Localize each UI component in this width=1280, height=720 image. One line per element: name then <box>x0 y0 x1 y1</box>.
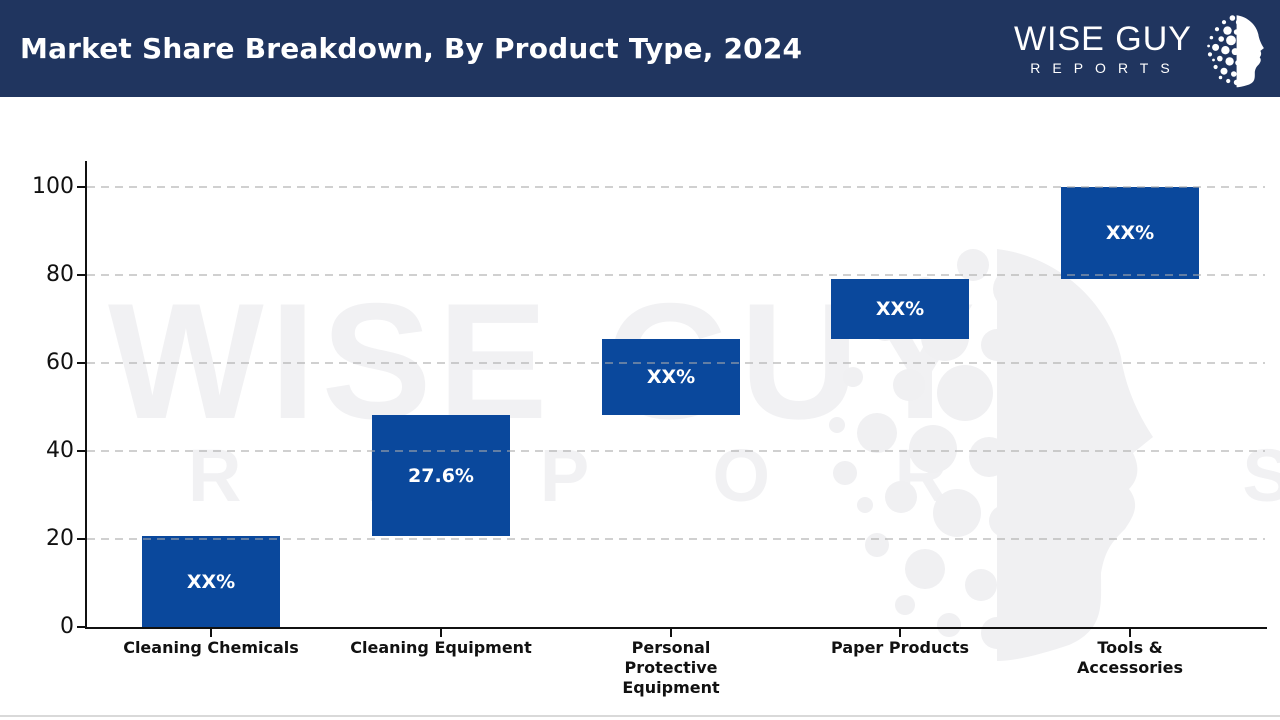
category-label-line: Cleaning Chemicals <box>123 638 299 657</box>
category-label-line: Personal <box>631 638 711 657</box>
bar-value-label: XX% <box>1105 221 1155 244</box>
gridline-40 <box>87 450 1265 452</box>
bar-value-label: XX% <box>875 297 925 320</box>
y-tick-label: 0 <box>60 614 74 639</box>
bar-segment: XX% <box>142 536 280 627</box>
category-label: Tools & Accessories <box>1030 638 1230 678</box>
gridline-60 <box>87 362 1265 364</box>
x-tick-mark <box>210 629 212 637</box>
gridline-100 <box>87 186 1265 188</box>
x-tick-mark <box>899 629 901 637</box>
y-tick-label: 100 <box>32 174 74 199</box>
logo-wordmark: WISE GUY <box>1013 20 1192 59</box>
category-label: Paper Products <box>800 638 1000 658</box>
waterfall-chart: WISE GUY R E P O R T S 0 20 40 60 80 100 XX% Cl… <box>0 97 1280 717</box>
x-tick-mark <box>440 629 442 637</box>
gridline-80 <box>87 274 1265 276</box>
x-tick-mark <box>670 629 672 637</box>
x-axis-line <box>85 627 1267 629</box>
category-label: Cleaning Chemicals <box>111 638 311 658</box>
logo-subtitle: REPORTS <box>1030 59 1182 76</box>
category-label: Cleaning Equipment <box>341 638 541 658</box>
category-label-line: Cleaning Equipment <box>350 638 532 657</box>
y-tick-label: 20 <box>46 526 74 551</box>
gridline-20 <box>87 538 1265 540</box>
category-label-line: Equipment <box>622 678 720 697</box>
y-tick-label: 80 <box>46 262 74 287</box>
bar-segment: XX% <box>831 278 969 340</box>
wiseguy-logo: WISE GUY REPORTS <box>1014 6 1266 92</box>
bar-value-label: 27.6% <box>408 464 474 487</box>
bar-value-label: XX% <box>646 366 696 389</box>
bar-segment: XX% <box>602 339 740 415</box>
y-tick-mark <box>77 626 86 628</box>
category-label-line: Protective <box>624 658 718 677</box>
y-tick-mark <box>77 186 86 188</box>
bar-segment: 27.6% <box>372 414 510 537</box>
y-tick-mark <box>77 450 86 452</box>
y-tick-mark <box>77 538 86 540</box>
page-title: Market Share Breakdown, By Product Type,… <box>20 32 803 65</box>
logo-text: WISE GUY REPORTS <box>1013 20 1192 76</box>
y-tick-mark <box>77 274 86 276</box>
bar-segment: XX% <box>1061 187 1199 279</box>
logo-head-icon <box>1207 14 1264 87</box>
category-label-line: Paper Products <box>831 638 969 657</box>
y-tick-mark <box>77 362 86 364</box>
category-label-line: Accessories <box>1077 658 1183 677</box>
y-tick-label: 60 <box>46 350 74 375</box>
bottom-border-line <box>0 715 1280 717</box>
bar-value-label: XX% <box>186 570 236 593</box>
category-label: Personal Protective Equipment <box>571 638 771 698</box>
category-label-line: Tools & <box>1097 638 1163 657</box>
y-axis-line <box>85 161 87 629</box>
y-tick-label: 40 <box>46 438 74 463</box>
header-bar: Market Share Breakdown, By Product Type,… <box>0 0 1280 97</box>
x-tick-mark <box>1129 629 1131 637</box>
